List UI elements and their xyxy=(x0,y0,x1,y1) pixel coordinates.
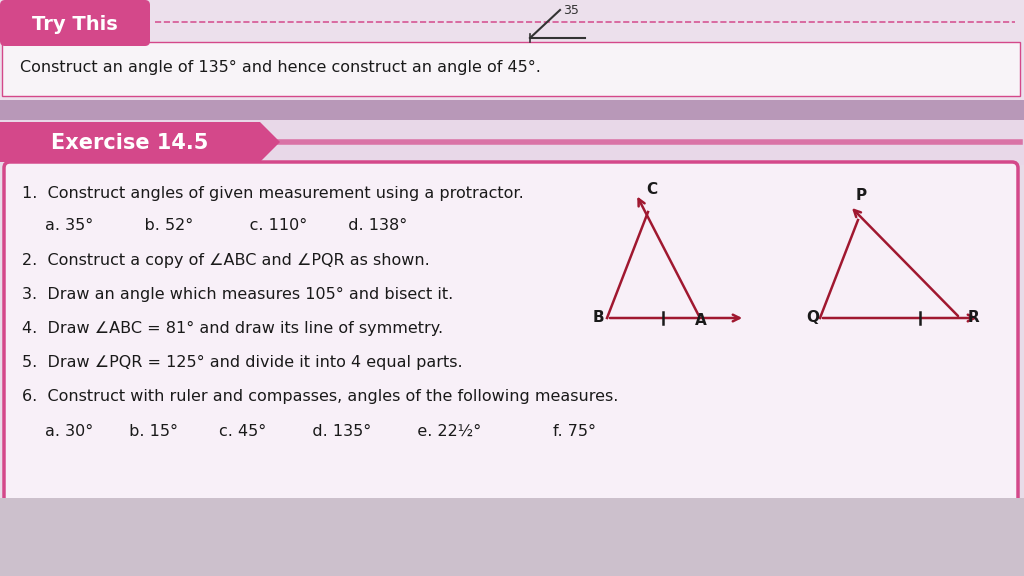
Text: Q: Q xyxy=(806,310,819,325)
FancyBboxPatch shape xyxy=(0,120,1024,165)
Text: P: P xyxy=(856,188,867,203)
FancyBboxPatch shape xyxy=(4,162,1018,504)
Text: Construct an angle of 135° and hence construct an angle of 45°.: Construct an angle of 135° and hence con… xyxy=(20,59,541,74)
Text: 6.  Construct with ruler and compasses, angles of the following measures.: 6. Construct with ruler and compasses, a… xyxy=(22,389,618,404)
FancyBboxPatch shape xyxy=(0,100,1024,120)
Text: B: B xyxy=(593,310,604,325)
Text: R: R xyxy=(968,310,980,325)
Text: 2.  Construct a copy of ∠ABC and ∠PQR as shown.: 2. Construct a copy of ∠ABC and ∠PQR as … xyxy=(22,252,430,267)
FancyBboxPatch shape xyxy=(0,0,1024,100)
Text: 35: 35 xyxy=(563,3,579,17)
FancyBboxPatch shape xyxy=(2,42,1020,96)
Text: a. 30°       b. 15°        c. 45°         d. 135°         e. 22½°              f: a. 30° b. 15° c. 45° d. 135° e. 22½° f xyxy=(45,423,596,438)
Polygon shape xyxy=(0,122,18,162)
Text: Exercise 14.5: Exercise 14.5 xyxy=(51,133,209,153)
FancyBboxPatch shape xyxy=(0,0,150,46)
Text: C: C xyxy=(646,182,657,197)
FancyBboxPatch shape xyxy=(0,498,1024,576)
Text: A: A xyxy=(695,313,707,328)
Text: 3.  Draw an angle which measures 105° and bisect it.: 3. Draw an angle which measures 105° and… xyxy=(22,287,454,302)
Text: a. 35°          b. 52°           c. 110°        d. 138°: a. 35° b. 52° c. 110° d. 138° xyxy=(45,218,408,233)
Polygon shape xyxy=(0,122,280,162)
Text: Try This: Try This xyxy=(32,16,118,35)
Text: 1.  Construct angles of given measurement using a protractor.: 1. Construct angles of given measurement… xyxy=(22,186,523,201)
Text: 4.  Draw ∠ABC = 81° and draw its line of symmetry.: 4. Draw ∠ABC = 81° and draw its line of … xyxy=(22,321,443,336)
Text: 5.  Draw ∠PQR = 125° and divide it into 4 equal parts.: 5. Draw ∠PQR = 125° and divide it into 4… xyxy=(22,355,463,370)
